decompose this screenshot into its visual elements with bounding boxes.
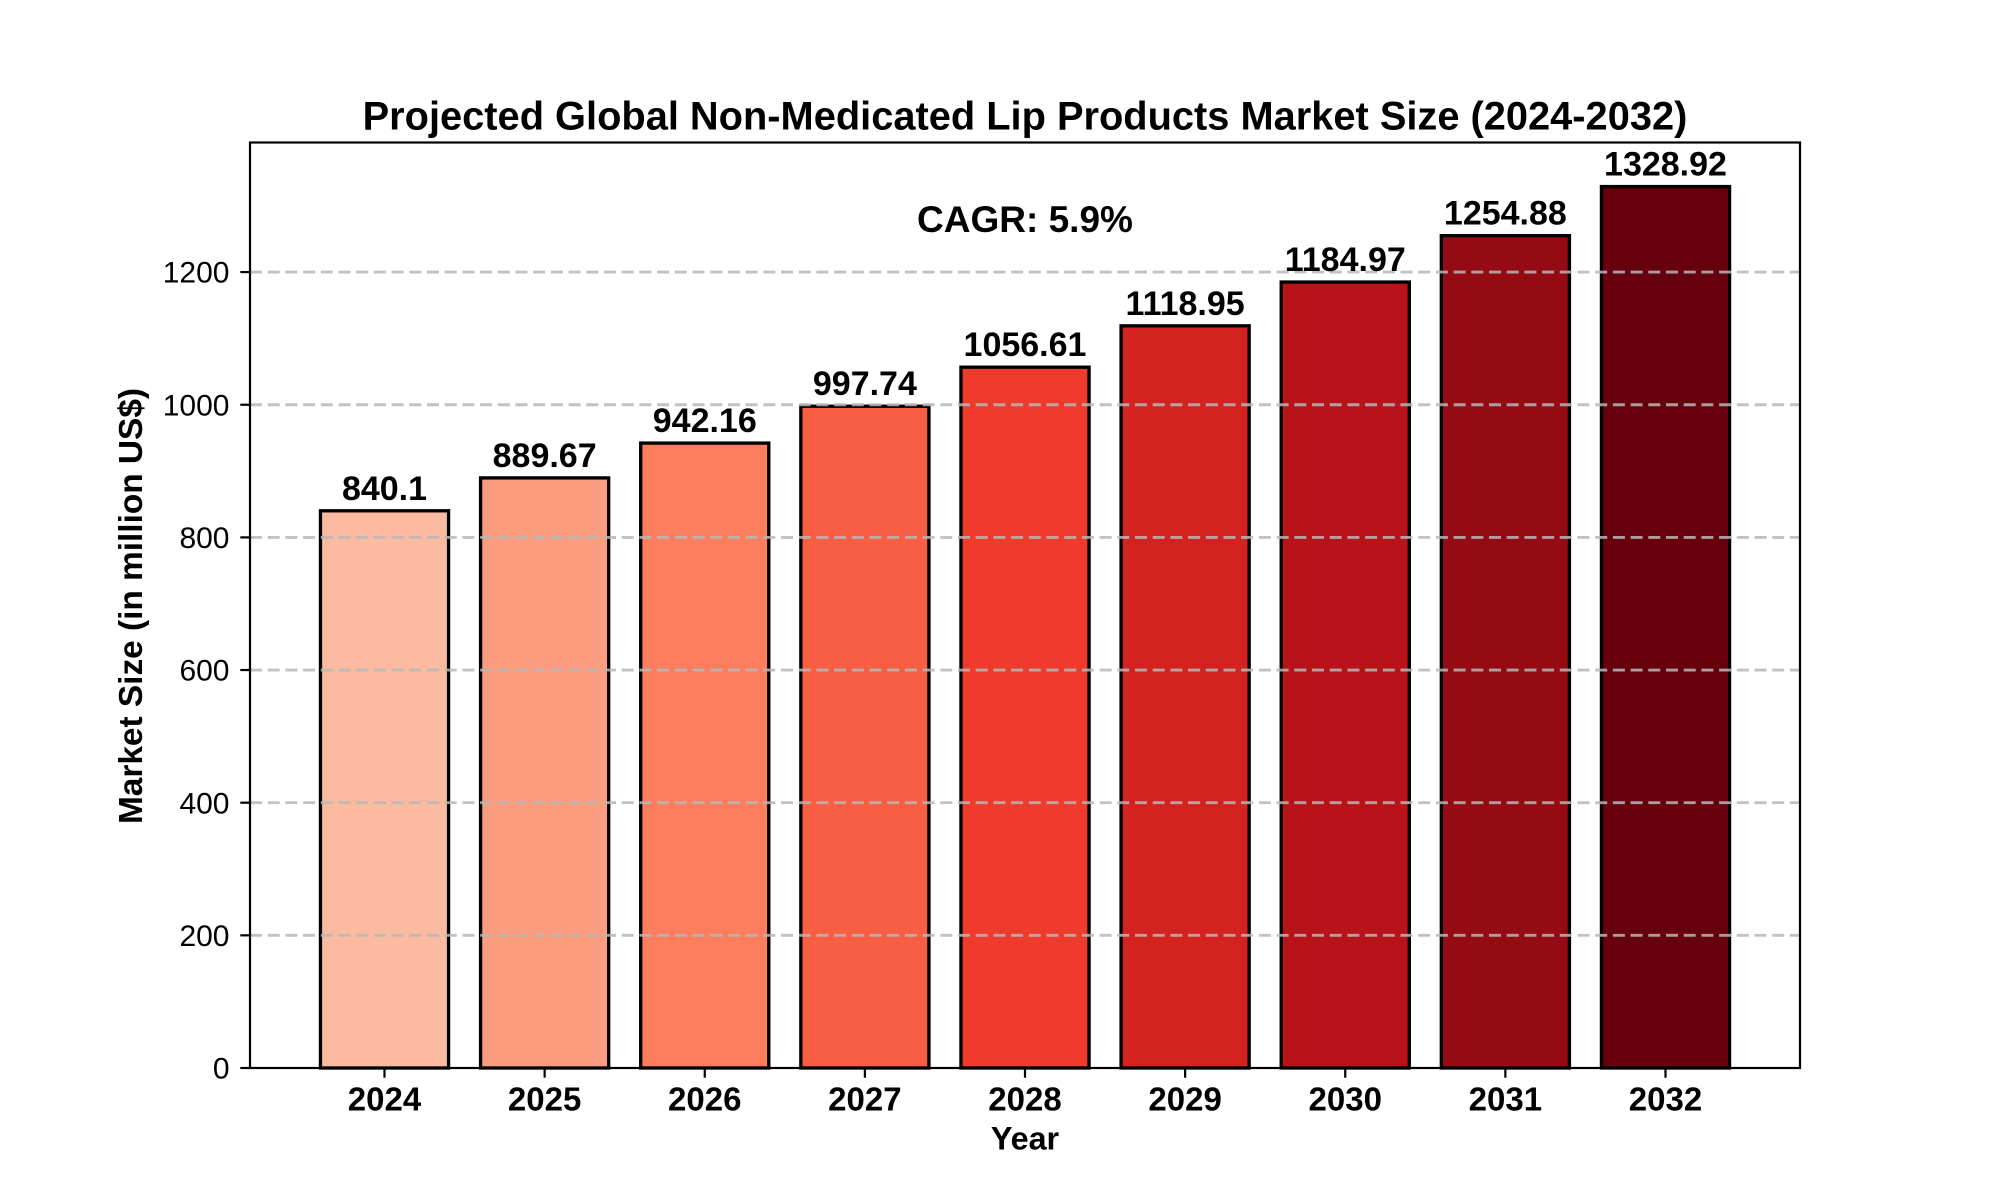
svg-text:840.1: 840.1 <box>342 470 427 508</box>
svg-text:889.67: 889.67 <box>493 437 597 475</box>
svg-text:997.74: 997.74 <box>813 365 917 403</box>
svg-text:2028: 2028 <box>988 1081 1061 1118</box>
svg-text:1200: 1200 <box>163 257 230 290</box>
svg-text:CAGR: 5.9%: CAGR: 5.9% <box>917 199 1133 240</box>
svg-text:0: 0 <box>213 1053 230 1086</box>
svg-text:2025: 2025 <box>508 1081 581 1118</box>
svg-text:800: 800 <box>179 522 229 555</box>
svg-text:2032: 2032 <box>1629 1081 1702 1118</box>
svg-text:1184.97: 1184.97 <box>1285 241 1406 279</box>
svg-text:942.16: 942.16 <box>653 402 757 440</box>
svg-text:2029: 2029 <box>1148 1081 1221 1118</box>
svg-text:Year: Year <box>991 1121 1060 1157</box>
svg-text:600: 600 <box>179 655 229 688</box>
svg-text:1000: 1000 <box>163 389 230 422</box>
svg-text:2024: 2024 <box>348 1081 422 1118</box>
svg-text:2031: 2031 <box>1469 1081 1542 1118</box>
svg-text:1118.95: 1118.95 <box>1126 285 1245 323</box>
svg-text:1056.61: 1056.61 <box>964 326 1087 364</box>
svg-text:Market Size (in million US$): Market Size (in million US$) <box>113 388 150 824</box>
svg-text:Projected Global Non-Medicated: Projected Global Non-Medicated Lip Produ… <box>363 94 1688 138</box>
svg-text:400: 400 <box>179 787 229 820</box>
svg-text:1254.88: 1254.88 <box>1444 195 1567 233</box>
svg-text:200: 200 <box>179 920 229 953</box>
svg-text:2027: 2027 <box>828 1081 901 1118</box>
svg-text:2030: 2030 <box>1309 1081 1382 1118</box>
svg-text:1328.92: 1328.92 <box>1604 146 1727 184</box>
svg-text:2026: 2026 <box>668 1081 741 1118</box>
